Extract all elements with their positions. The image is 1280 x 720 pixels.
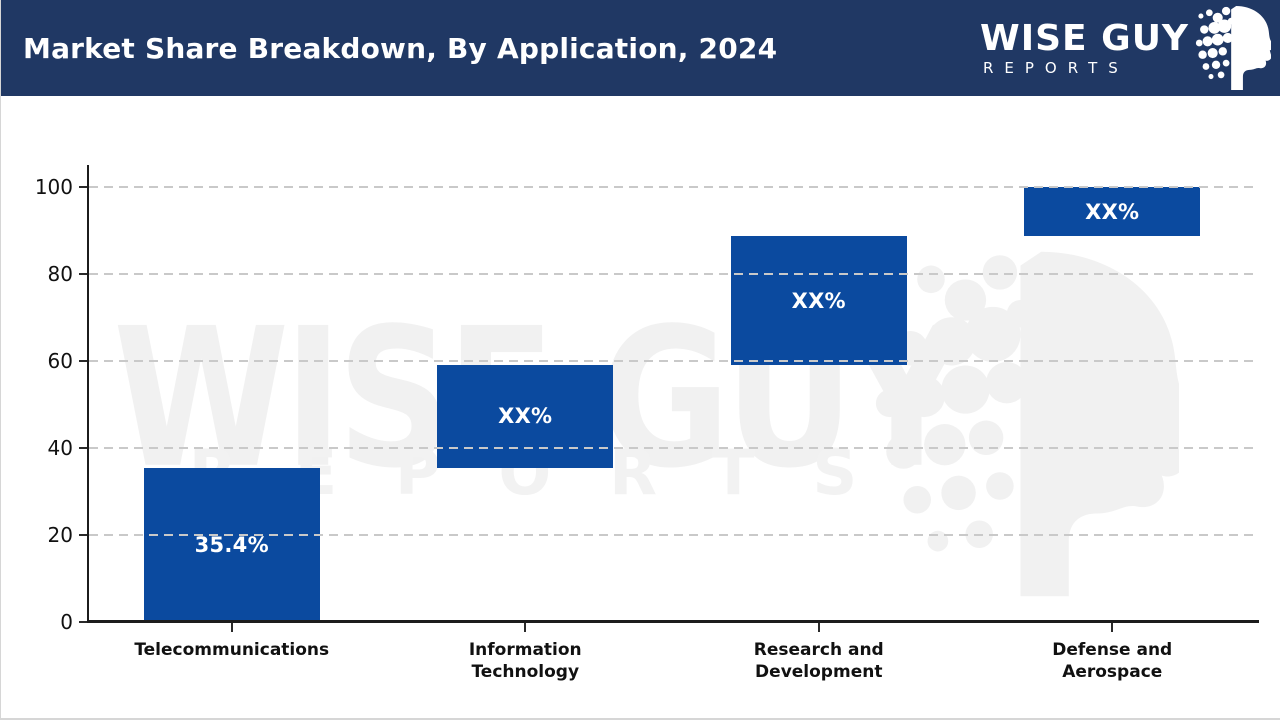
y-tick-label: 100 bbox=[34, 175, 73, 199]
x-tick-mark bbox=[524, 623, 527, 632]
y-tick-mark bbox=[79, 186, 87, 188]
y-tick-mark bbox=[79, 447, 87, 449]
y-tick-mark bbox=[79, 273, 87, 275]
bar-value-label: XX% bbox=[498, 404, 553, 429]
logo: WISE GUY REPORTS bbox=[980, 6, 1280, 90]
bar-value-label: XX% bbox=[1085, 199, 1140, 224]
x-tick-mark bbox=[1111, 623, 1114, 632]
gridline bbox=[89, 360, 1257, 362]
logo-head-icon bbox=[1195, 6, 1271, 90]
x-category-label: Defense and Aerospace bbox=[1052, 640, 1173, 682]
gridline bbox=[89, 534, 1257, 536]
y-tick-label: 60 bbox=[47, 349, 73, 373]
x-tick-mark bbox=[230, 623, 233, 632]
header-bar: Market Share Breakdown, By Application, … bbox=[1, 0, 1280, 96]
gridline bbox=[89, 447, 1257, 449]
y-tick-mark bbox=[79, 360, 87, 362]
chart-canvas: WISE GUY REPORTS 0 20 40 60 80 100 35.4% Teleco… bbox=[1, 96, 1280, 718]
y-tick-label: 0 bbox=[60, 610, 73, 634]
y-tick-label: 20 bbox=[47, 523, 73, 547]
x-tick-mark bbox=[817, 623, 820, 632]
bar: XX% bbox=[437, 364, 614, 468]
bar-value-label: XX% bbox=[791, 288, 846, 313]
bar-value-label: 35.4% bbox=[194, 532, 269, 557]
gridline bbox=[89, 273, 1257, 275]
x-category-label: Research and Development bbox=[753, 640, 884, 682]
y-tick-label: 40 bbox=[47, 436, 73, 460]
logo-wiseguy-text: WISE GUY bbox=[979, 17, 1189, 59]
x-category-label: Telecommunications bbox=[134, 640, 330, 660]
y-axis-spine bbox=[87, 165, 89, 622]
gridline bbox=[89, 186, 1257, 188]
bar: XX% bbox=[1024, 187, 1201, 237]
logo-wordmark: WISE GUY REPORTS bbox=[979, 17, 1189, 77]
logo-reports-text: REPORTS bbox=[982, 58, 1129, 77]
bar: 35.4% bbox=[143, 468, 320, 622]
y-tick-label: 80 bbox=[47, 262, 73, 286]
x-axis-spine bbox=[87, 620, 1259, 623]
page-title: Market Share Breakdown, By Application, … bbox=[23, 31, 778, 65]
y-tick-mark bbox=[79, 621, 87, 623]
x-category-label: Information Technology bbox=[468, 640, 582, 682]
bar: XX% bbox=[730, 236, 907, 365]
y-tick-mark bbox=[79, 534, 87, 536]
